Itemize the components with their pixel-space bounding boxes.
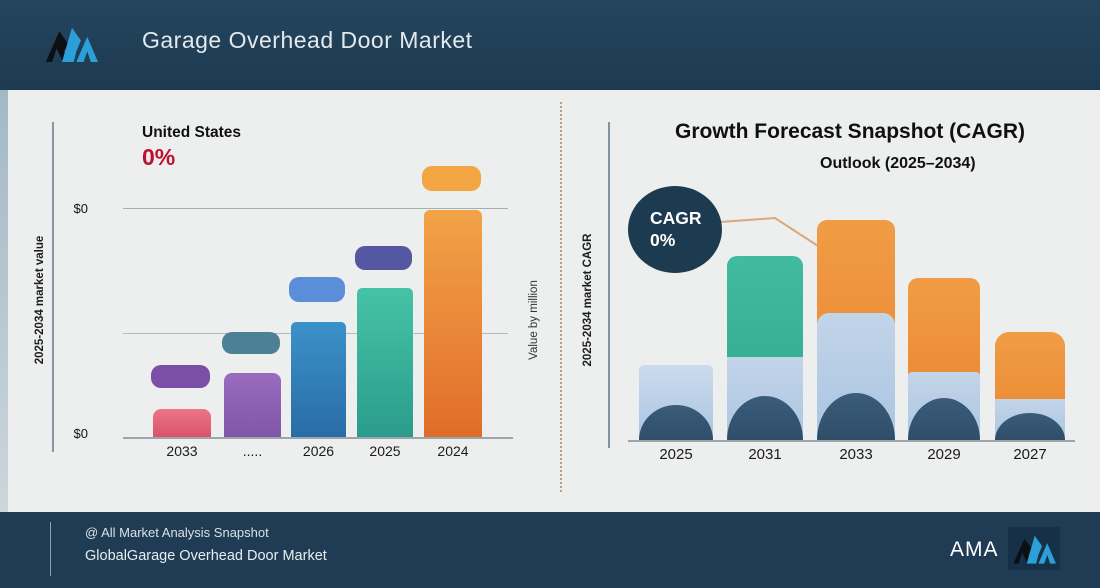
header-bar: Garage Overhead Door Market bbox=[0, 0, 1100, 90]
left-ytick-top: $0 bbox=[73, 201, 88, 216]
right-chart-subtitle: Outlook (2025–2034) bbox=[820, 155, 976, 172]
x-label-2025: 2025 bbox=[369, 443, 401, 459]
left-ytick-bottom: $0 bbox=[73, 426, 88, 441]
bar-cap-2024 bbox=[422, 166, 481, 191]
bar-cap-2026 bbox=[289, 277, 345, 302]
x-label-2033: 2033 bbox=[839, 446, 873, 463]
cagr-badge-label: CAGR bbox=[650, 207, 702, 228]
ama-logo-icon bbox=[1013, 535, 1056, 564]
value-by-million-label: Value by million bbox=[528, 280, 540, 360]
x-label-2024: 2024 bbox=[437, 443, 469, 459]
footer-source: GlobalGarage Overhead Door Market bbox=[85, 548, 327, 564]
footer-divider bbox=[50, 522, 51, 576]
x-label-2031: 2031 bbox=[748, 446, 782, 463]
right-y-axis-title: 2025-2034 market CAGR bbox=[582, 233, 594, 367]
cagr-badge-value: 0% bbox=[650, 229, 676, 250]
ama-logo-icon bbox=[45, 27, 98, 62]
x-label-2026: 2026 bbox=[302, 443, 335, 459]
right-y-axis bbox=[608, 122, 610, 448]
x-label-2025: 2025 bbox=[659, 446, 693, 463]
footer-logo-box bbox=[1008, 527, 1060, 570]
panel-divider bbox=[560, 102, 562, 492]
bar-cap-..... bbox=[222, 332, 280, 354]
left-chart-title: United States bbox=[142, 124, 242, 141]
x-label-2029: 2029 bbox=[927, 446, 961, 463]
footer-credit: @ All Market Analysis Snapshot bbox=[85, 525, 269, 540]
cagr-badge: CAGR 0% bbox=[628, 186, 722, 273]
bar-2024 bbox=[424, 210, 482, 437]
footer-brand-text: AMA bbox=[950, 538, 999, 561]
page-title: Garage Overhead Door Market bbox=[142, 27, 473, 53]
right-x-axis bbox=[628, 440, 1075, 442]
footer-bar bbox=[0, 512, 1100, 588]
x-label-.....: ..... bbox=[242, 443, 263, 459]
bar-2033 bbox=[153, 409, 211, 437]
bar-..... bbox=[224, 373, 281, 437]
left-chart-highlight-value: 0% bbox=[142, 144, 176, 170]
right-chart-title: Growth Forecast Snapshot (CAGR) bbox=[674, 120, 1026, 143]
left-x-axis bbox=[123, 437, 513, 439]
left-y-axis bbox=[52, 122, 54, 452]
x-label-2027: 2027 bbox=[1013, 446, 1047, 463]
bar-2026 bbox=[291, 322, 346, 437]
bar-cap-2025 bbox=[355, 246, 412, 270]
left-y-axis-title: 2025-2034 market value bbox=[34, 235, 46, 365]
x-label-2033: 2033 bbox=[166, 443, 198, 459]
bar-2025 bbox=[357, 288, 413, 437]
left-edge-decoration bbox=[0, 90, 8, 512]
bar-cap-2033 bbox=[151, 365, 210, 388]
left-gridline-top bbox=[123, 208, 508, 209]
